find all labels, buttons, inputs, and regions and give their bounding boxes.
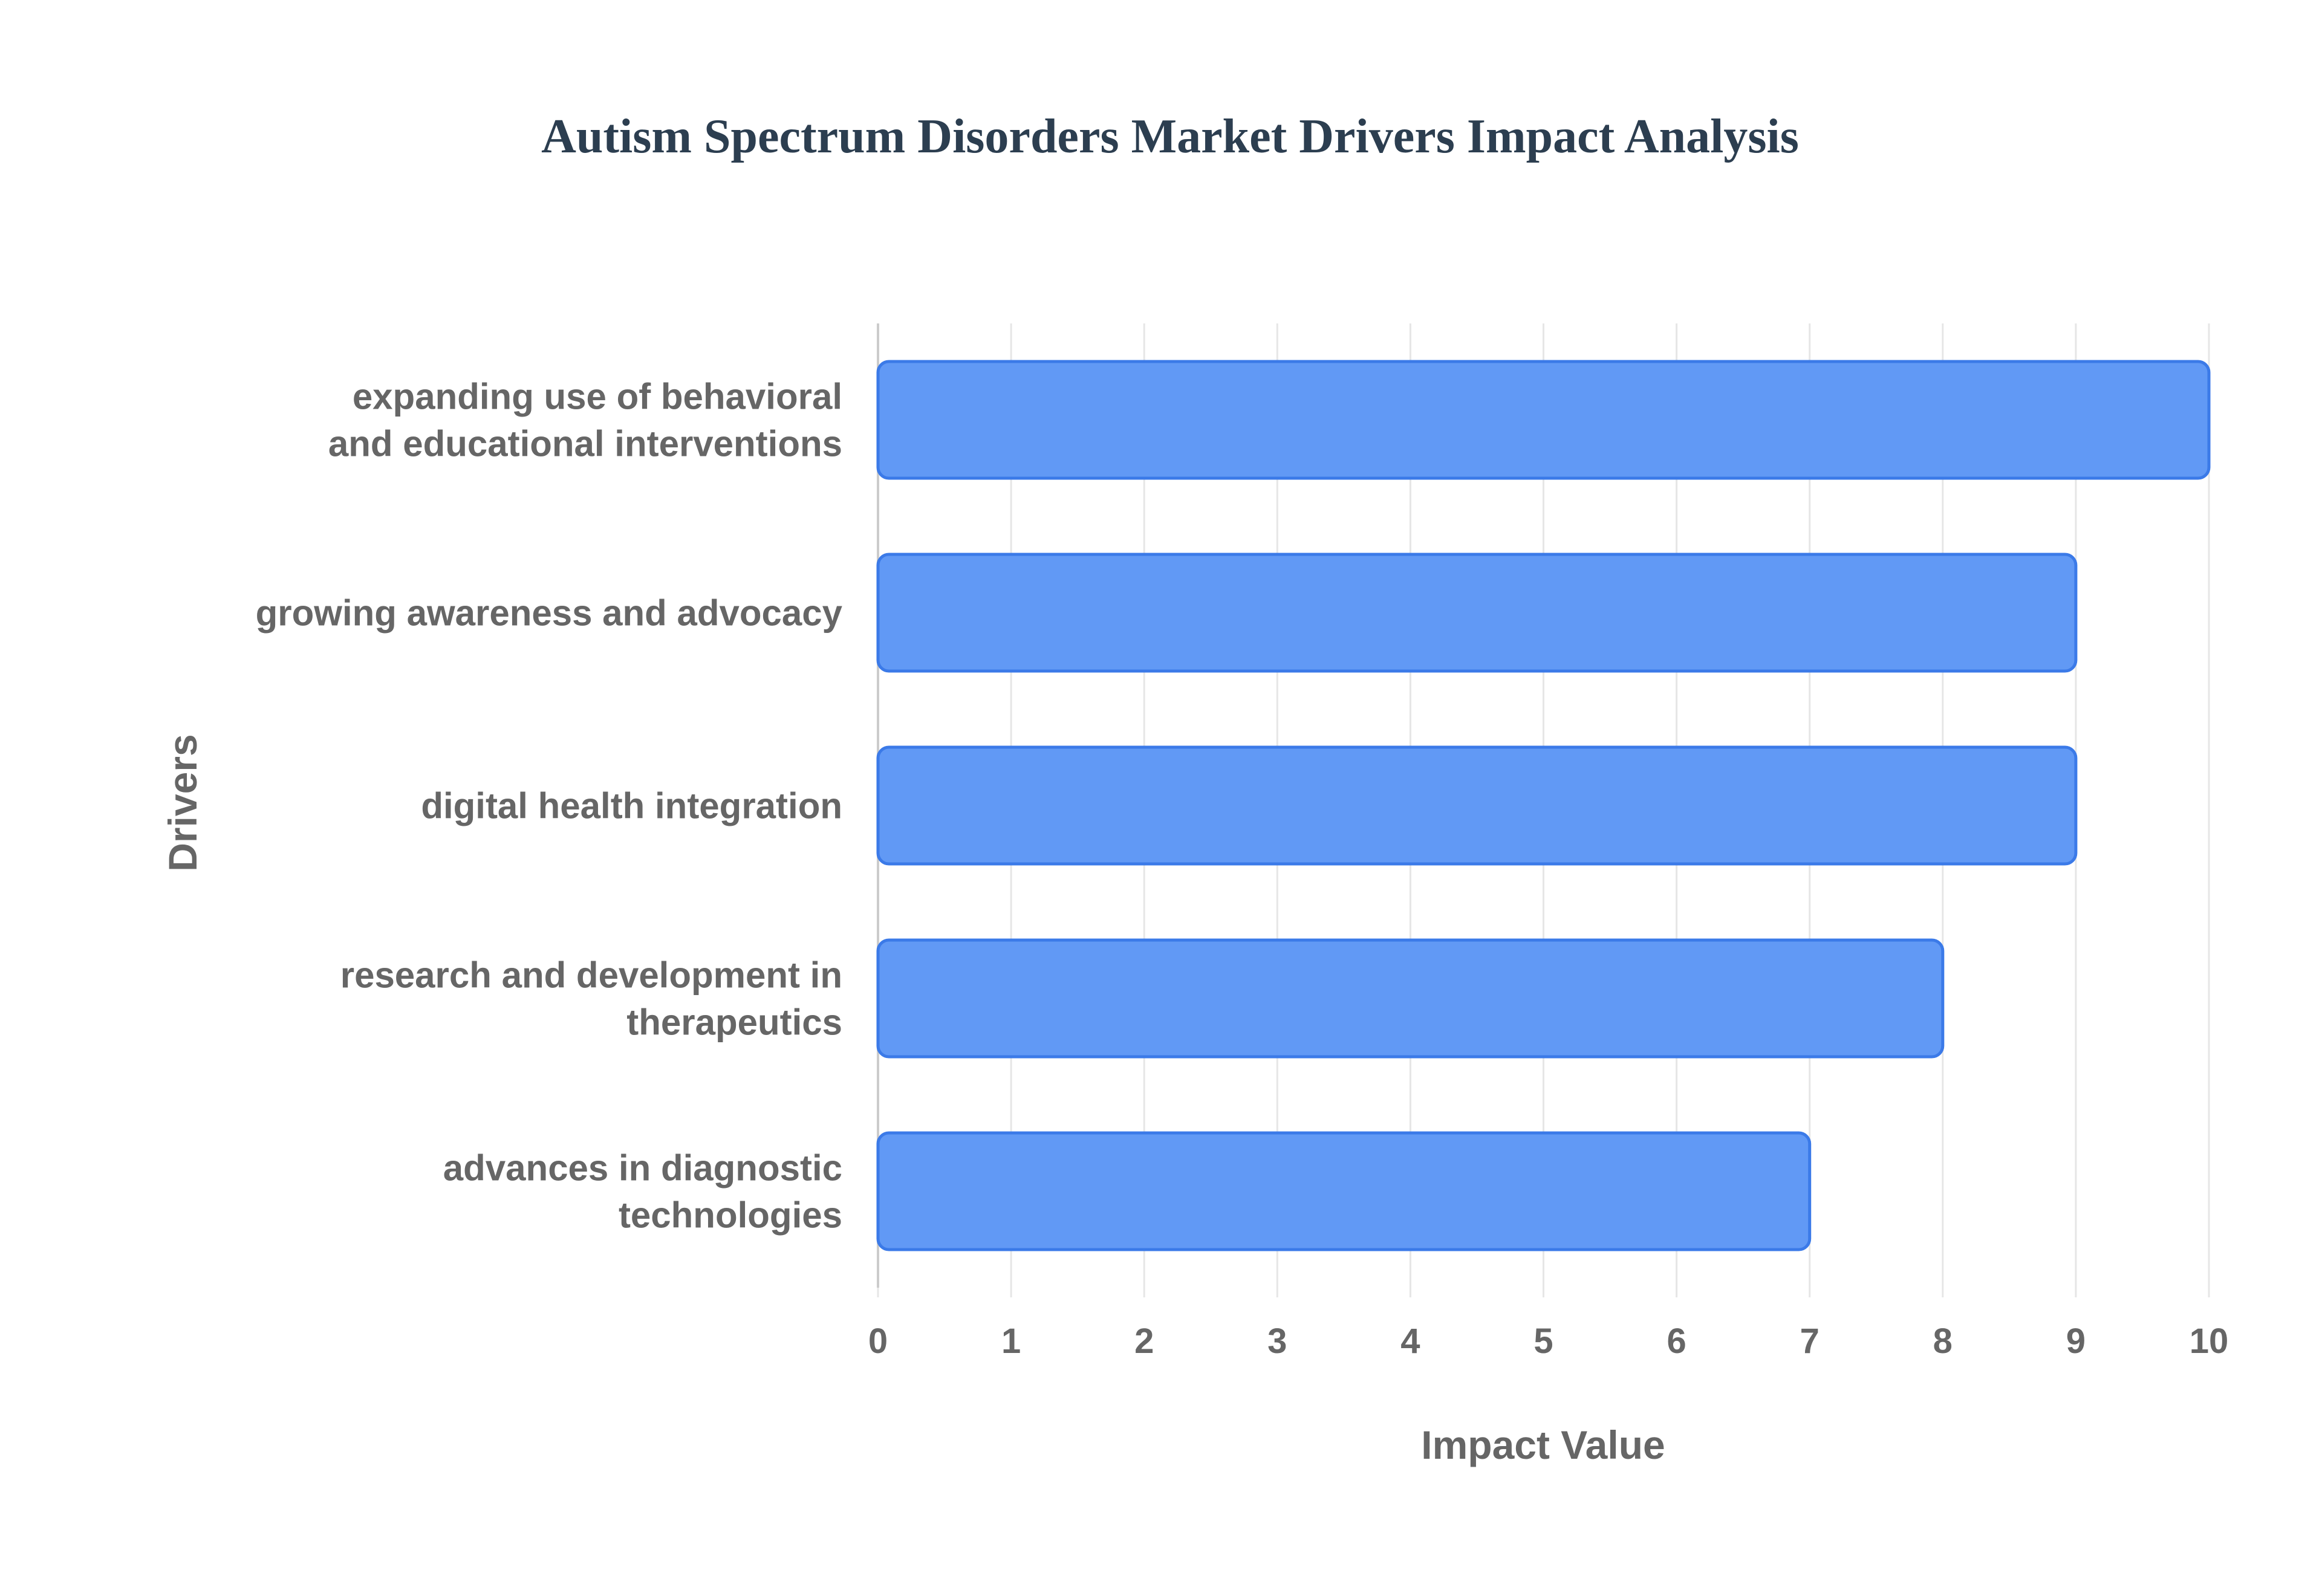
y-category-label: technologies [619, 1195, 842, 1236]
y-category-label: and educational interventions [328, 424, 842, 464]
y-category-label: digital health integration [421, 786, 842, 826]
chart-title: Autism Spectrum Disorders Market Drivers… [541, 110, 1799, 163]
bar [876, 938, 1945, 1059]
bar [876, 553, 2078, 673]
y-category-label: therapeutics [626, 1002, 842, 1043]
x-tick-label: 4 [1400, 1322, 1420, 1361]
x-tick-label: 9 [2066, 1322, 2086, 1361]
y-category-label: research and development in [340, 955, 842, 996]
x-axis-title: Impact Value [1421, 1422, 1665, 1467]
y-axis-title: Drivers [160, 734, 205, 872]
bar [876, 360, 2211, 480]
x-tick-label: 5 [1533, 1322, 1553, 1361]
x-axis-ticks: 0 1 2 3 4 5 6 7 8 9 10 [868, 1322, 2228, 1361]
x-tick-label: 10 [2190, 1322, 2229, 1361]
y-category-label: expanding use of behavioral [353, 377, 842, 417]
x-tick-label: 2 [1134, 1322, 1154, 1361]
x-tick-label: 6 [1667, 1322, 1686, 1361]
category-labels: expanding use of behavioral and education… [256, 377, 843, 1236]
x-tick-label: 8 [1933, 1322, 1953, 1361]
y-category-label: advances in diagnostic [443, 1148, 842, 1189]
bar [876, 1131, 1812, 1251]
bars [876, 360, 2211, 1251]
x-tick-label: 3 [1267, 1322, 1287, 1361]
bar [876, 745, 2078, 866]
x-tick-label: 1 [1001, 1322, 1021, 1361]
x-tick-label: 7 [1800, 1322, 1820, 1361]
y-category-label: growing awareness and advocacy [256, 593, 843, 634]
x-tick-label: 0 [868, 1322, 888, 1361]
